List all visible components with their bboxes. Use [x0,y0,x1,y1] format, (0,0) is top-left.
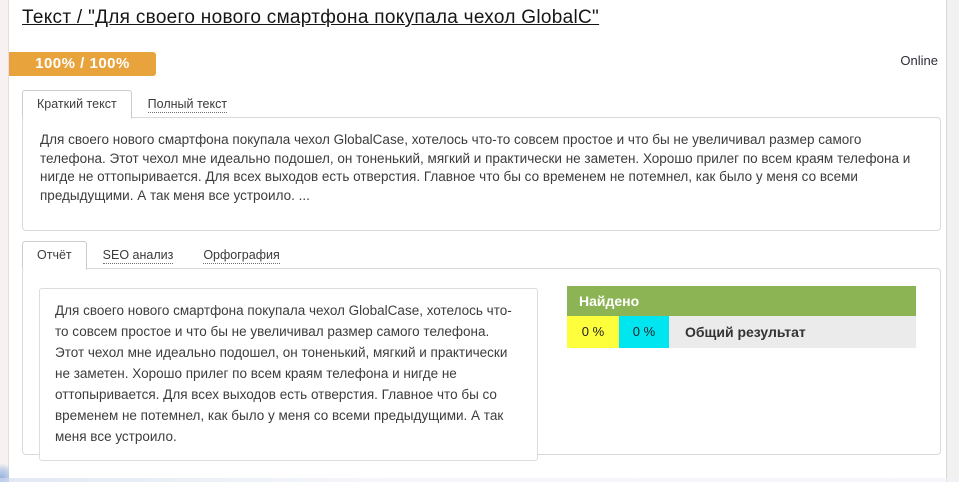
report-panel: Для своего нового смартфона покупала чех… [22,268,941,461]
uniqueness-score-badge: 100% / 100% [9,52,156,76]
tab-short-text[interactable]: Краткий текст [22,90,132,119]
report-text-box: Для своего нового смартфона покупала чех… [39,288,538,461]
tab-seo-analysis[interactable]: SEO анализ [102,248,174,264]
tab-full-text[interactable]: Полный текст [147,97,228,113]
unique-percent-cell: 0 % [567,316,619,348]
background-logo-fragment [0,460,9,482]
results-table: Найдено 0 % 0 % Общий результат [567,286,916,348]
online-status-label: Online [900,53,938,68]
page-bottom-edge [0,478,959,482]
tab-spelling[interactable]: Орфография [203,248,280,264]
text-view-tabs: Краткий текст Полный текст [22,90,241,119]
report-tabs: Отчёт SEO анализ Орфография [22,241,294,270]
result-label-cell: Общий результат [669,316,916,348]
page-left-margin [0,0,9,482]
short-text-content: Для своего нового смартфона покупала чех… [40,132,911,203]
tab-report[interactable]: Отчёт [22,241,87,270]
table-row: 0 % 0 % Общий результат [567,316,916,348]
results-table-header: Найдено [567,286,916,316]
short-text-panel: Для своего нового смартфона покупала чех… [22,117,941,231]
page-right-margin [946,0,959,482]
page-title-link[interactable]: Текст / "Для своего нового смартфона пок… [22,7,600,28]
rewrite-percent-cell: 0 % [619,316,669,348]
